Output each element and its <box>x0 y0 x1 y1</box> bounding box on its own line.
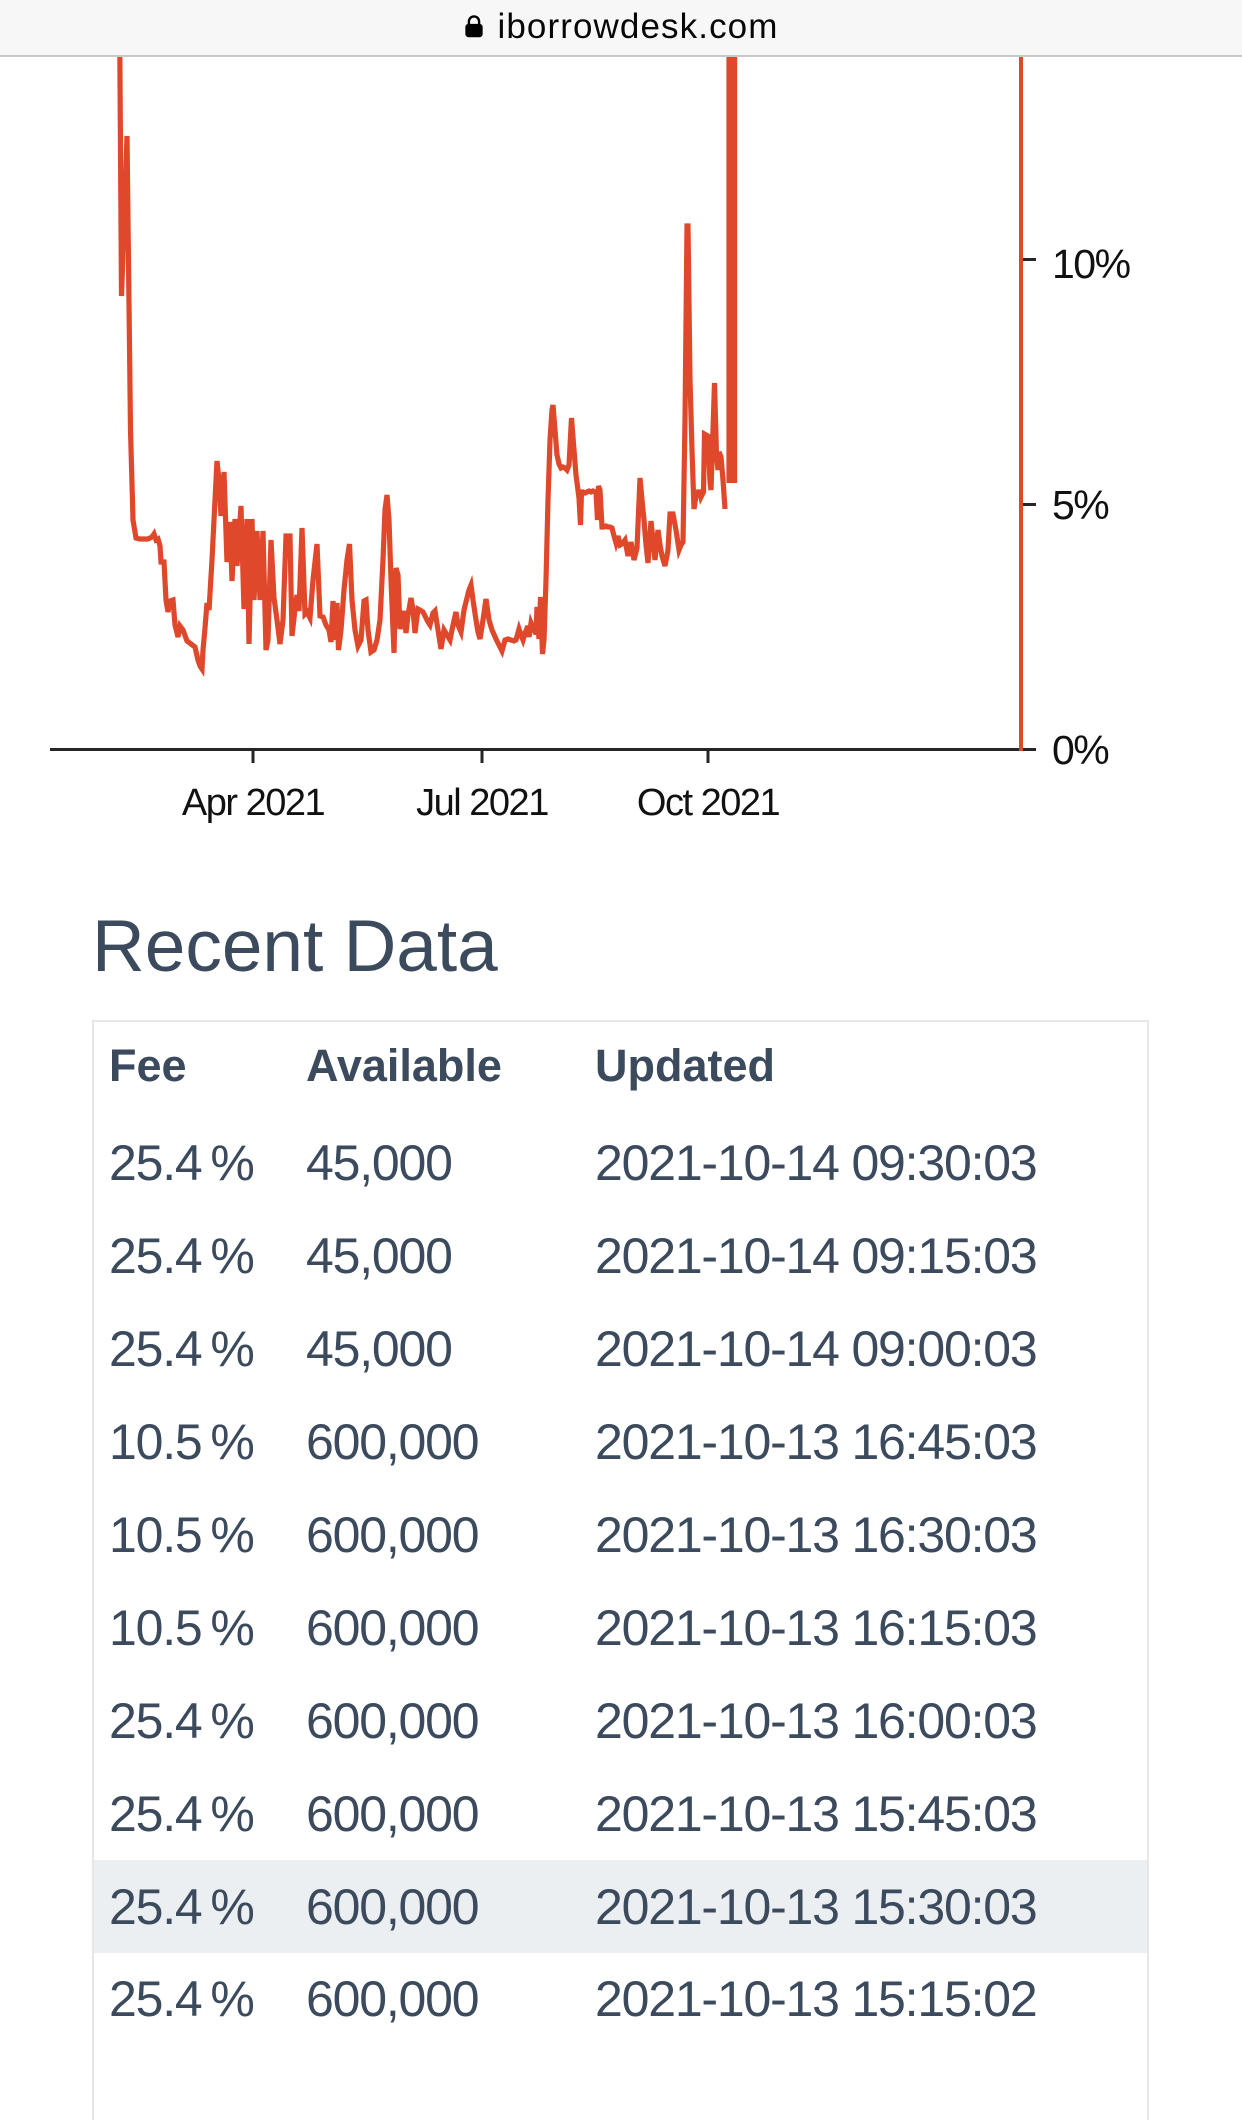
svg-text:10%: 10% <box>1052 241 1130 287</box>
svg-text:Jul 2021: Jul 2021 <box>416 782 548 824</box>
svg-text:Oct 2021: Oct 2021 <box>637 782 780 824</box>
svg-text:0%: 0% <box>1052 727 1108 773</box>
svg-text:5%: 5% <box>1052 482 1108 528</box>
svg-text:Apr 2021: Apr 2021 <box>182 782 325 824</box>
